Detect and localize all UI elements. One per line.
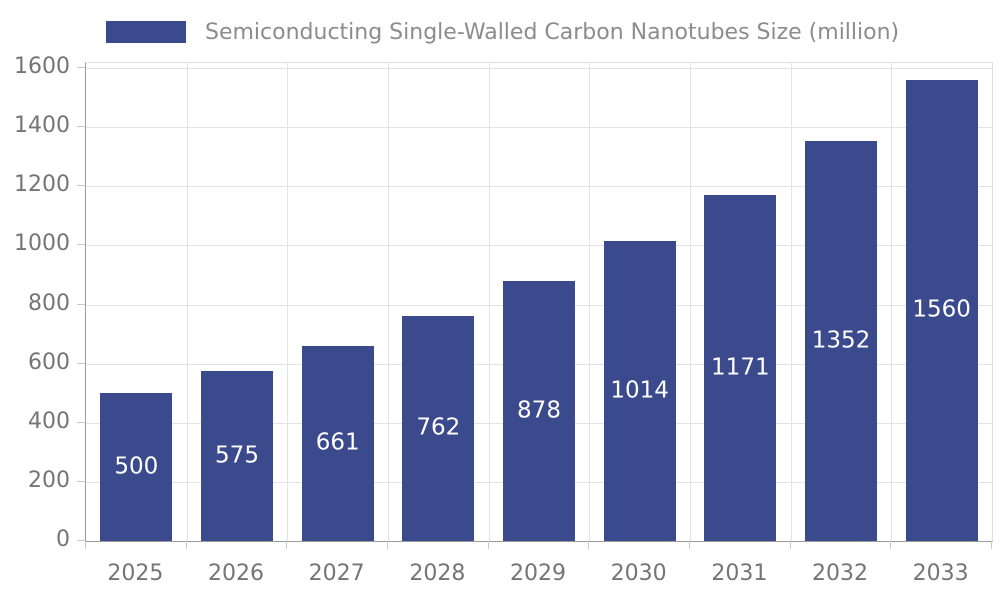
legend-label: Semiconducting Single-Walled Carbon Nano… <box>205 19 900 45</box>
y-axis-tick-label: 1600 <box>14 54 70 79</box>
y-axis-tick-label: 800 <box>28 290 70 316</box>
x-axis-tick-label: 2025 <box>107 561 164 586</box>
x-axis-tick <box>890 541 892 549</box>
x-axis-tick-label: 2031 <box>711 561 768 586</box>
x-axis-tick <box>991 541 992 549</box>
x-axis-tick <box>387 541 388 549</box>
bar-value-label: 1171 <box>711 354 770 381</box>
bar: 500 <box>100 393 173 541</box>
bar-value-label: 1560 <box>912 296 971 323</box>
x-axis-tick-label: 2032 <box>812 561 868 586</box>
gridline-horizontal <box>86 186 992 188</box>
x-axis-tick <box>789 541 791 549</box>
gridline-vertical <box>589 63 591 541</box>
bar-value-label: 878 <box>517 397 561 424</box>
gridline-vertical <box>186 63 188 541</box>
gridline-horizontal <box>86 68 992 69</box>
bar: 661 <box>301 345 374 541</box>
y-axis-tick <box>77 421 85 423</box>
bar-value-label: 500 <box>114 453 159 480</box>
y-axis-tick-label: 1200 <box>14 172 70 198</box>
y-axis-tick <box>77 480 85 482</box>
gridline-horizontal <box>86 245 992 247</box>
bar-value-label: 762 <box>416 414 461 441</box>
x-axis-tick-label: 2033 <box>912 561 969 586</box>
gridline-vertical <box>388 63 389 541</box>
bar: 1014 <box>603 241 676 541</box>
y-axis-tick-label: 200 <box>28 467 70 493</box>
bar: 1171 <box>704 194 777 541</box>
x-axis-tick <box>689 541 690 549</box>
x-axis-tick <box>588 541 590 549</box>
bar: 762 <box>402 315 475 541</box>
gridline-horizontal <box>86 127 992 129</box>
x-axis-tick-label: 2028 <box>409 561 466 586</box>
bar: 878 <box>503 281 575 541</box>
bar-value-label: 661 <box>315 429 360 456</box>
y-axis-tick-label: 0 <box>56 527 70 552</box>
bar-value-label: 1014 <box>610 377 669 404</box>
y-axis-tick-label: 1400 <box>14 113 70 139</box>
bar-value-label: 575 <box>215 442 259 469</box>
x-axis-tick-label: 2026 <box>208 561 264 586</box>
y-axis-tick <box>77 126 85 128</box>
plot-area: 500 575 661 762 878 1014 1171 1352 1560 <box>85 62 993 542</box>
y-axis-tick-label: 600 <box>28 349 70 375</box>
x-axis-tick <box>487 541 489 549</box>
x-axis-tick-label: 2027 <box>308 561 365 586</box>
bar: 1352 <box>805 141 877 541</box>
gridline-vertical <box>488 63 490 541</box>
x-axis-tick-label: 2030 <box>610 561 667 586</box>
y-axis-tick <box>77 244 85 246</box>
gridline-vertical <box>690 63 691 541</box>
x-axis-tick <box>185 541 187 549</box>
gridline-vertical <box>891 63 893 541</box>
y-axis-tick-label: 1000 <box>14 231 70 257</box>
bar-value-label: 1352 <box>811 327 871 354</box>
y-axis-tick-label: 400 <box>28 408 70 434</box>
y-axis-tick <box>77 67 85 68</box>
x-axis-tick <box>85 541 86 549</box>
y-axis-tick <box>77 540 85 541</box>
bar: 575 <box>201 371 273 541</box>
x-axis-tick-label: 2029 <box>510 561 566 586</box>
y-axis-tick <box>77 362 85 364</box>
bar: 1560 <box>905 79 978 541</box>
legend-swatch <box>106 21 186 43</box>
x-axis-tick <box>286 541 288 549</box>
y-axis-tick <box>77 303 85 305</box>
y-axis-tick <box>77 185 85 187</box>
gridline-vertical <box>287 63 289 541</box>
gridline-vertical <box>790 63 792 541</box>
legend: Semiconducting Single-Walled Carbon Nano… <box>106 19 900 45</box>
